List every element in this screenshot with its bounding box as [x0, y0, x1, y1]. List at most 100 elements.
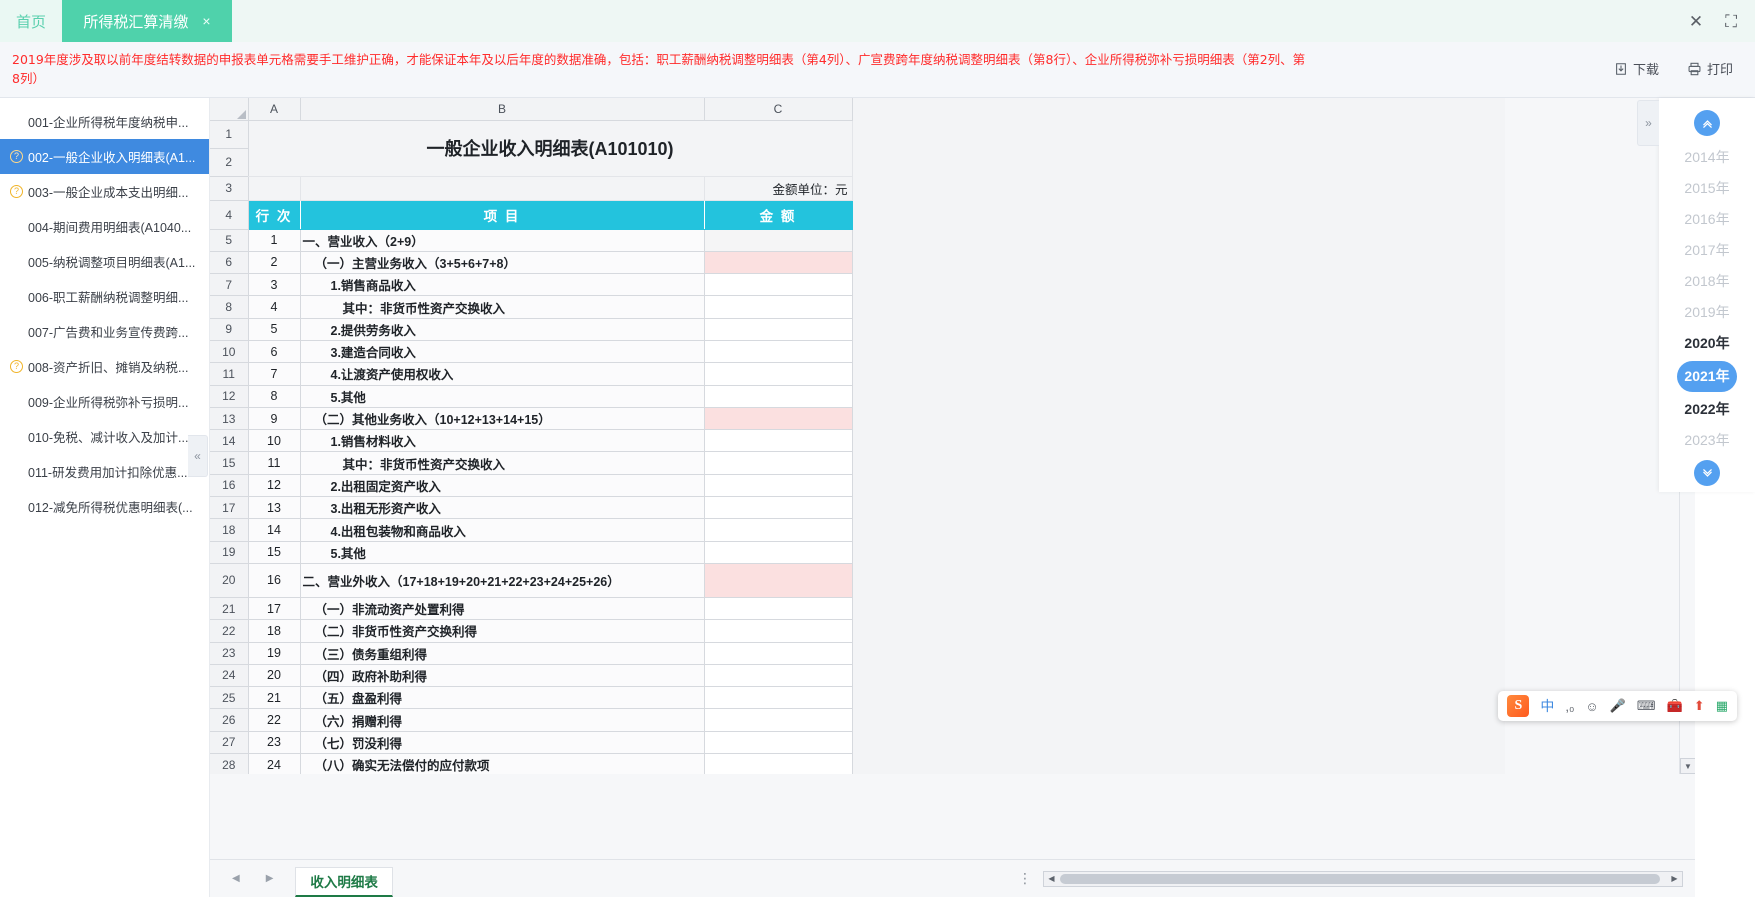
cell-index-24[interactable]: 24	[247, 753, 301, 774]
cell-amount-18[interactable]	[703, 619, 853, 643]
cell-item-6[interactable]: 3.建造合同收入	[300, 340, 705, 364]
cell-item-2[interactable]: （一）主营业务收入（3+5+6+7+8）	[300, 251, 705, 275]
year-option-2020[interactable]: 2020年	[1684, 335, 1730, 351]
scroll-right-button[interactable]: ▶	[1667, 871, 1682, 886]
unit-label-cell[interactable]: 金额单位：元	[704, 176, 853, 201]
cell-index-8[interactable]: 8	[247, 385, 301, 408]
cell-index-14[interactable]: 14	[247, 518, 301, 542]
cell-index-16[interactable]: 16	[247, 563, 301, 598]
table-header-amount[interactable]: 金 额	[704, 200, 853, 230]
row-header-10[interactable]: 10	[210, 340, 249, 364]
column-header-A[interactable]: A	[248, 98, 301, 121]
cell-index-12[interactable]: 12	[247, 474, 301, 498]
cell-amount-11[interactable]	[703, 451, 853, 475]
cell-item-12[interactable]: 2.出租固定资产收入	[300, 474, 705, 498]
row-header-17[interactable]: 17	[210, 496, 249, 520]
cell-amount-19[interactable]	[703, 642, 853, 665]
year-option-2019[interactable]: 2019年	[1684, 304, 1730, 320]
cell-amount-16[interactable]	[703, 563, 853, 598]
form-list-item-012[interactable]: 012-减免所得税优惠明细表(...	[0, 489, 209, 524]
cell-amount-7[interactable]	[703, 362, 853, 386]
cell-item-1[interactable]: 一、营业收入（2+9）	[300, 229, 705, 252]
row-header-20[interactable]: 20	[210, 563, 249, 598]
year-option-2014[interactable]: 2014年	[1684, 149, 1730, 165]
cell-amount-4[interactable]	[703, 295, 853, 319]
cell-item-20[interactable]: （四）政府补助利得	[300, 664, 705, 688]
panel-icon[interactable]: ▦	[1715, 698, 1728, 713]
row-header-8[interactable]: 8	[210, 295, 249, 319]
cell-item-22[interactable]: （六）捐赠利得	[300, 708, 705, 732]
row-header-13[interactable]: 13	[210, 407, 249, 431]
cell-item-17[interactable]: （一）非流动资产处置利得	[300, 597, 705, 621]
cell-amount-6[interactable]	[703, 340, 853, 364]
year-option-2018[interactable]: 2018年	[1684, 273, 1730, 289]
toolbox-icon[interactable]: 🧰	[1666, 698, 1683, 713]
cell-amount-15[interactable]	[703, 541, 853, 564]
row-header-22[interactable]: 22	[210, 619, 249, 643]
ime-toolbar[interactable]: S 中 ,₀ ☺ 🎤 ⌨ 🧰 ⬆ ▦	[1498, 691, 1737, 721]
cell-amount-21[interactable]	[703, 686, 853, 710]
cell-index-15[interactable]: 15	[247, 541, 301, 564]
cell-index-13[interactable]: 13	[247, 496, 301, 520]
cell-item-13[interactable]: 3.出租无形资产收入	[300, 496, 705, 520]
cell-item-5[interactable]: 2.提供劳务收入	[300, 318, 705, 341]
year-option-2017[interactable]: 2017年	[1684, 242, 1730, 258]
row-header-16[interactable]: 16	[210, 474, 249, 498]
year-scroll-up-icon[interactable]	[1694, 110, 1720, 136]
year-scroll-down-icon[interactable]	[1694, 460, 1720, 486]
cell-amount-9[interactable]	[703, 407, 853, 431]
sidebar-collapse-handle[interactable]: «	[188, 435, 208, 477]
row-header-19[interactable]: 19	[210, 541, 249, 564]
row-header-12[interactable]: 12	[210, 385, 249, 408]
row-header-3[interactable]: 3	[210, 176, 249, 201]
cell-item-7[interactable]: 4.让渡资产使用权收入	[300, 362, 705, 386]
cell-index-1[interactable]: 1	[247, 229, 301, 252]
cell-amount-13[interactable]	[703, 496, 853, 520]
cell-index-9[interactable]: 9	[247, 407, 301, 431]
cell-item-16[interactable]: 二、营业外收入（17+18+19+20+21+22+23+24+25+26）	[300, 563, 705, 598]
cell-item-4[interactable]: 其中：非货币性资产交换收入	[300, 295, 705, 319]
cell-index-21[interactable]: 21	[247, 686, 301, 710]
row-header-26[interactable]: 26	[210, 708, 249, 732]
keyboard-icon[interactable]: ⌨	[1636, 698, 1656, 713]
cell-item-21[interactable]: （五）盘盈利得	[300, 686, 705, 710]
cell-index-7[interactable]: 7	[247, 362, 301, 386]
row-header-14[interactable]: 14	[210, 429, 249, 453]
row-header-21[interactable]: 21	[210, 597, 249, 621]
cell-index-19[interactable]: 19	[247, 642, 301, 665]
cell-item-11[interactable]: 其中：非货币性资产交换收入	[300, 451, 705, 475]
sheet-title-cell[interactable]: 一般企业收入明细表(A101010)	[248, 120, 853, 177]
chinese-mode-icon[interactable]: 中	[1540, 698, 1555, 714]
close-icon[interactable]: ✕	[1688, 11, 1704, 31]
cell-index-10[interactable]: 10	[247, 429, 301, 453]
horizontal-scroll-thumb[interactable]	[1060, 873, 1660, 884]
cell-index-11[interactable]: 11	[247, 451, 301, 475]
maximize-icon[interactable]: ⛶	[1725, 11, 1737, 31]
cell-amount-14[interactable]	[703, 518, 853, 542]
cell-index-3[interactable]: 3	[247, 273, 301, 297]
cell-index-20[interactable]: 20	[247, 664, 301, 688]
cell-item-10[interactable]: 1.销售材料收入	[300, 429, 705, 453]
year-option-2023[interactable]: 2023年	[1684, 432, 1730, 448]
cell-item-18[interactable]: （二）非货币性资产交换利得	[300, 619, 705, 643]
print-button[interactable]: 打印	[1687, 59, 1733, 78]
cell-amount-3[interactable]	[703, 273, 853, 297]
year-option-2021[interactable]: 2021年	[1677, 361, 1737, 392]
scroll-left-button[interactable]: ◀	[1044, 871, 1059, 886]
cell-amount-22[interactable]	[703, 708, 853, 732]
row-header-24[interactable]: 24	[210, 664, 249, 688]
row-header-4[interactable]: 4	[210, 200, 249, 230]
row-header-7[interactable]: 7	[210, 273, 249, 297]
sheet-next-icon[interactable]: ▶	[265, 873, 274, 884]
cell-index-5[interactable]: 5	[247, 318, 301, 341]
form-list-item-007[interactable]: 007-广告费和业务宣传费跨...	[0, 314, 209, 349]
download-button[interactable]: 下载	[1614, 59, 1659, 78]
form-list-item-011[interactable]: 011-研发费用加计扣除优惠...	[0, 454, 209, 489]
row-header-15[interactable]: 15	[210, 451, 249, 475]
year-option-2022[interactable]: 2022年	[1684, 401, 1730, 417]
punctuation-icon[interactable]: ,₀	[1565, 698, 1575, 714]
form-list-item-006[interactable]: 006-职工薪酬纳税调整明细...	[0, 279, 209, 314]
cell-item-24[interactable]: （八）确实无法偿付的应付款项	[300, 753, 705, 774]
cell-item-19[interactable]: （三）债务重组利得	[300, 642, 705, 665]
emoji-icon[interactable]: ☺	[1585, 698, 1599, 714]
